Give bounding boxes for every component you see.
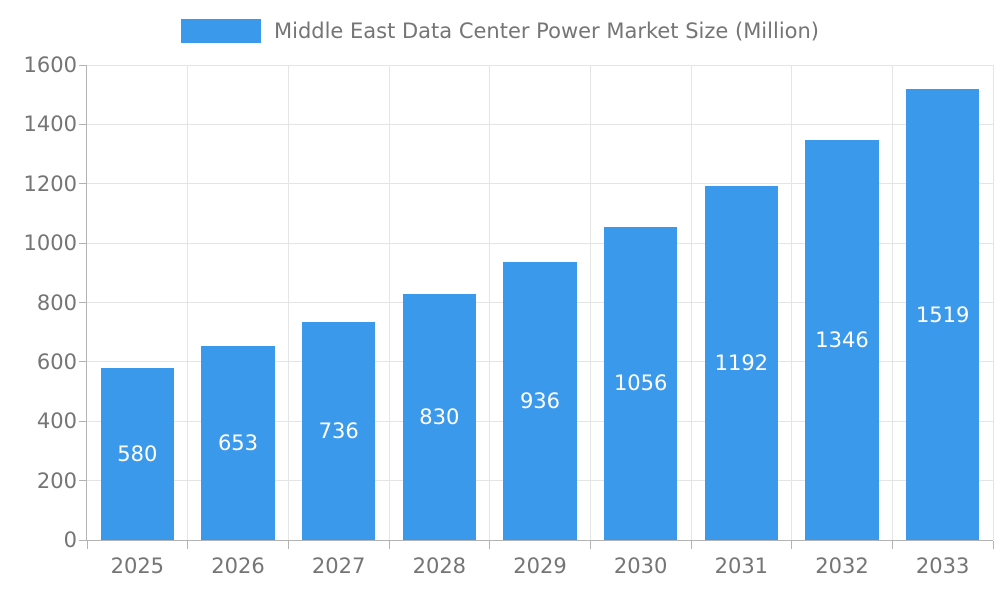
bar <box>301 321 376 540</box>
bar <box>503 262 577 540</box>
bar-value-label: 1056 <box>613 371 668 396</box>
y-tick-label: 1200 <box>23 171 77 196</box>
y-axis-line <box>86 65 87 540</box>
bar-value-label: 1519 <box>915 302 970 327</box>
chart-legend: Middle East Data Center Power Market Siz… <box>0 0 1000 56</box>
x-tick-label: 2026 <box>211 554 265 578</box>
x-tick-label: 2027 <box>311 554 366 578</box>
y-tick-label: 800 <box>36 290 77 315</box>
bar-value-label: 736 <box>318 418 359 443</box>
x-gridline <box>891 65 893 540</box>
y-tick-label: 0 <box>63 528 77 552</box>
legend-swatch <box>180 19 261 43</box>
y-tick-label: 1600 <box>23 53 77 77</box>
y-gridline <box>87 242 993 244</box>
bar-value-label: 580 <box>117 441 158 466</box>
bar <box>100 367 175 540</box>
x-gridline <box>287 65 289 540</box>
bar-value-label: 936 <box>519 389 561 414</box>
bar <box>402 293 477 540</box>
y-gridline <box>87 123 993 125</box>
bar <box>905 89 980 540</box>
x-tick-mark <box>287 541 289 549</box>
y-tick-mark <box>79 420 86 422</box>
y-tick-mark <box>79 302 86 303</box>
x-tick-mark <box>86 541 88 549</box>
plot-area: 0 200 400 600 800 1000 1200 1400 1600 2025 2026 202… <box>24 53 994 578</box>
x-tick-mark <box>690 541 692 549</box>
bar-value-label: 830 <box>419 404 460 429</box>
y-tick-mark <box>79 361 86 363</box>
x-tick-label: 2033 <box>915 554 970 578</box>
bar <box>201 346 275 540</box>
x-tick-label: 2030 <box>613 554 668 578</box>
x-gridline <box>589 65 591 540</box>
y-gridline <box>87 183 993 185</box>
y-tick-mark <box>79 123 86 125</box>
bar-value-label: 1192 <box>714 351 769 376</box>
bar-value-label: 1346 <box>815 328 869 353</box>
x-tick-label: 2029 <box>513 554 567 578</box>
y-tick-mark <box>79 480 86 482</box>
y-tick-label: 600 <box>36 349 77 374</box>
x-tick-mark <box>992 541 994 549</box>
x-gridline <box>992 65 994 540</box>
x-gridline <box>690 65 692 540</box>
x-tick-label: 2032 <box>815 554 869 578</box>
x-gridline <box>187 65 189 540</box>
y-tick-label: 400 <box>36 409 77 434</box>
x-tick-mark <box>589 541 591 549</box>
x-tick-mark <box>388 541 390 549</box>
x-tick-label: 2031 <box>714 554 769 578</box>
bar <box>805 140 879 540</box>
x-tick-label: 2028 <box>412 554 467 578</box>
y-tick-mark <box>79 539 86 541</box>
y-tick-label: 200 <box>36 468 77 493</box>
x-tick-mark <box>489 541 491 549</box>
x-tick-mark <box>791 541 793 549</box>
x-gridline <box>388 65 390 540</box>
x-tick-mark <box>187 541 189 549</box>
y-tick-label: 1000 <box>23 231 77 256</box>
x-axis-line <box>86 540 993 541</box>
bar <box>704 186 779 540</box>
y-tick-mark <box>79 183 86 185</box>
y-tick-mark <box>79 242 86 244</box>
bar <box>603 226 678 540</box>
x-gridline <box>489 65 491 540</box>
y-gridline <box>87 64 993 66</box>
legend-label: Middle East Data Center Power Market Siz… <box>273 19 819 43</box>
x-gridline <box>791 65 793 540</box>
x-tick-label: 2025 <box>110 554 165 578</box>
bar-value-label: 653 <box>217 431 259 456</box>
x-tick-mark <box>891 541 893 549</box>
y-tick-mark <box>79 64 86 66</box>
y-tick-label: 1400 <box>23 112 77 137</box>
